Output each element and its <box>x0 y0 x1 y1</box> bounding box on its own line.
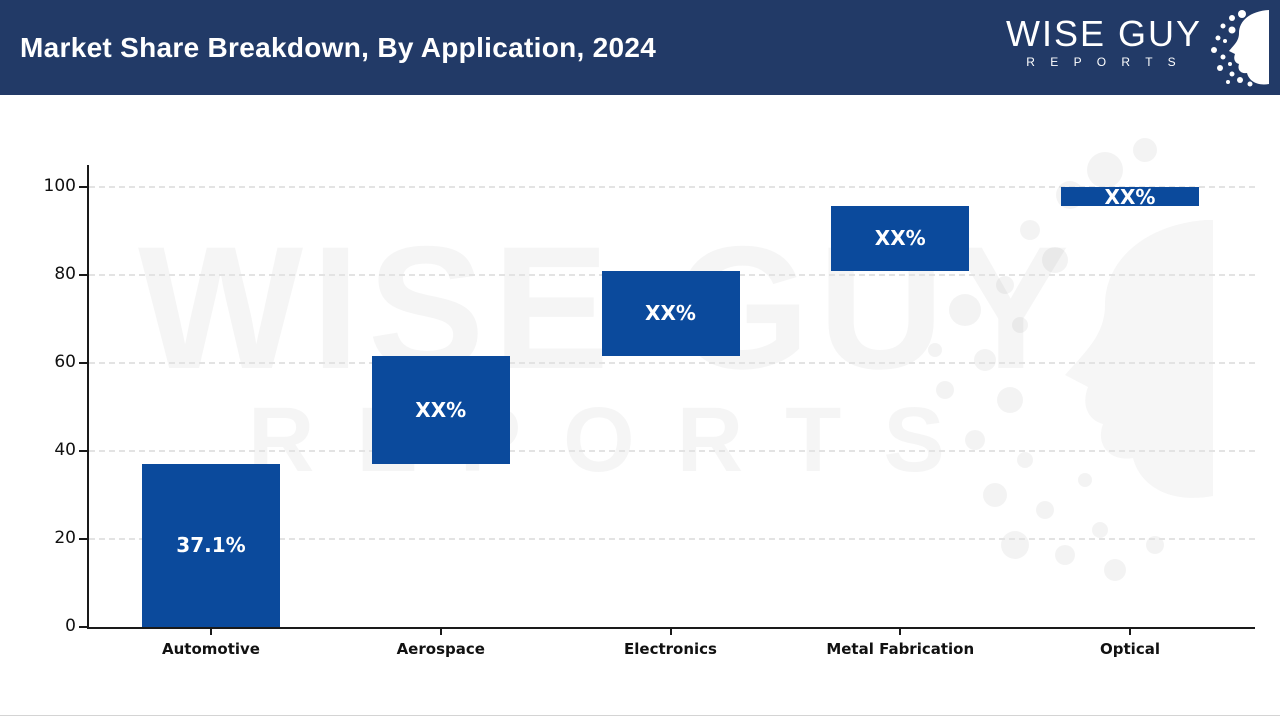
x-category-label-0: Automotive <box>162 640 260 658</box>
bar-value-label: XX% <box>415 397 467 422</box>
page-title: Market Share Breakdown, By Application, … <box>20 31 657 63</box>
bar-automotive: 37.1% <box>142 463 280 627</box>
x-tick-3 <box>899 627 902 635</box>
y-tick-80 <box>79 274 87 276</box>
logo-text: WISE GUY R E P O R T S <box>1006 14 1202 70</box>
x-axis-line <box>87 627 1255 629</box>
y-tick-label-80: 80 <box>54 264 76 284</box>
bar-value-label: XX% <box>645 301 696 326</box>
gridline-100 <box>89 186 1255 188</box>
bar-value-label: 37.1% <box>176 533 246 558</box>
bar-value-label: XX% <box>1104 184 1156 209</box>
gridline-20 <box>89 538 1255 540</box>
y-tick-label-0: 0 <box>65 616 76 636</box>
x-category-label-2: Electronics <box>624 640 717 658</box>
x-tick-4 <box>1129 627 1131 635</box>
watermark-head-dots <box>928 138 1164 581</box>
x-category-label-4: Optical <box>1100 640 1160 658</box>
y-tick-label-60: 60 <box>54 352 76 372</box>
logo-subtitle: R E P O R T S <box>1026 55 1182 69</box>
bar-value-label: XX% <box>874 226 926 251</box>
bottom-divider <box>0 715 1280 716</box>
x-tick-1 <box>439 627 442 635</box>
y-tick-100 <box>79 186 87 188</box>
y-tick-0 <box>79 626 87 628</box>
gridline-40 <box>89 450 1255 452</box>
y-tick-60 <box>79 362 87 364</box>
y-axis-line <box>87 165 89 629</box>
logo-wordmark: WISE GUY <box>1005 13 1202 54</box>
y-tick-label-40: 40 <box>54 440 76 460</box>
y-tick-label-20: 20 <box>54 528 76 548</box>
y-tick-20 <box>79 538 87 540</box>
x-category-label-3: Metal Fabrication <box>826 640 975 658</box>
x-tick-0 <box>210 627 212 635</box>
y-tick-40 <box>79 450 87 452</box>
bar-metal-fabrication: XX% <box>831 206 970 271</box>
x-category-label-1: Aerospace <box>396 640 485 658</box>
x-tick-2 <box>669 627 672 635</box>
y-tick-label-100: 100 <box>43 176 76 196</box>
gridline-60 <box>89 362 1255 364</box>
wise-guy-logo: WISE GUY R E P O R T S <box>1006 8 1269 88</box>
header-bar: Market Share Breakdown, By Application, … <box>0 0 1280 95</box>
bar-electronics: XX% <box>601 270 740 356</box>
logo-head-icon <box>1211 10 1269 87</box>
bar-optical: XX% <box>1061 184 1199 209</box>
bar-aerospace: XX% <box>371 355 510 464</box>
